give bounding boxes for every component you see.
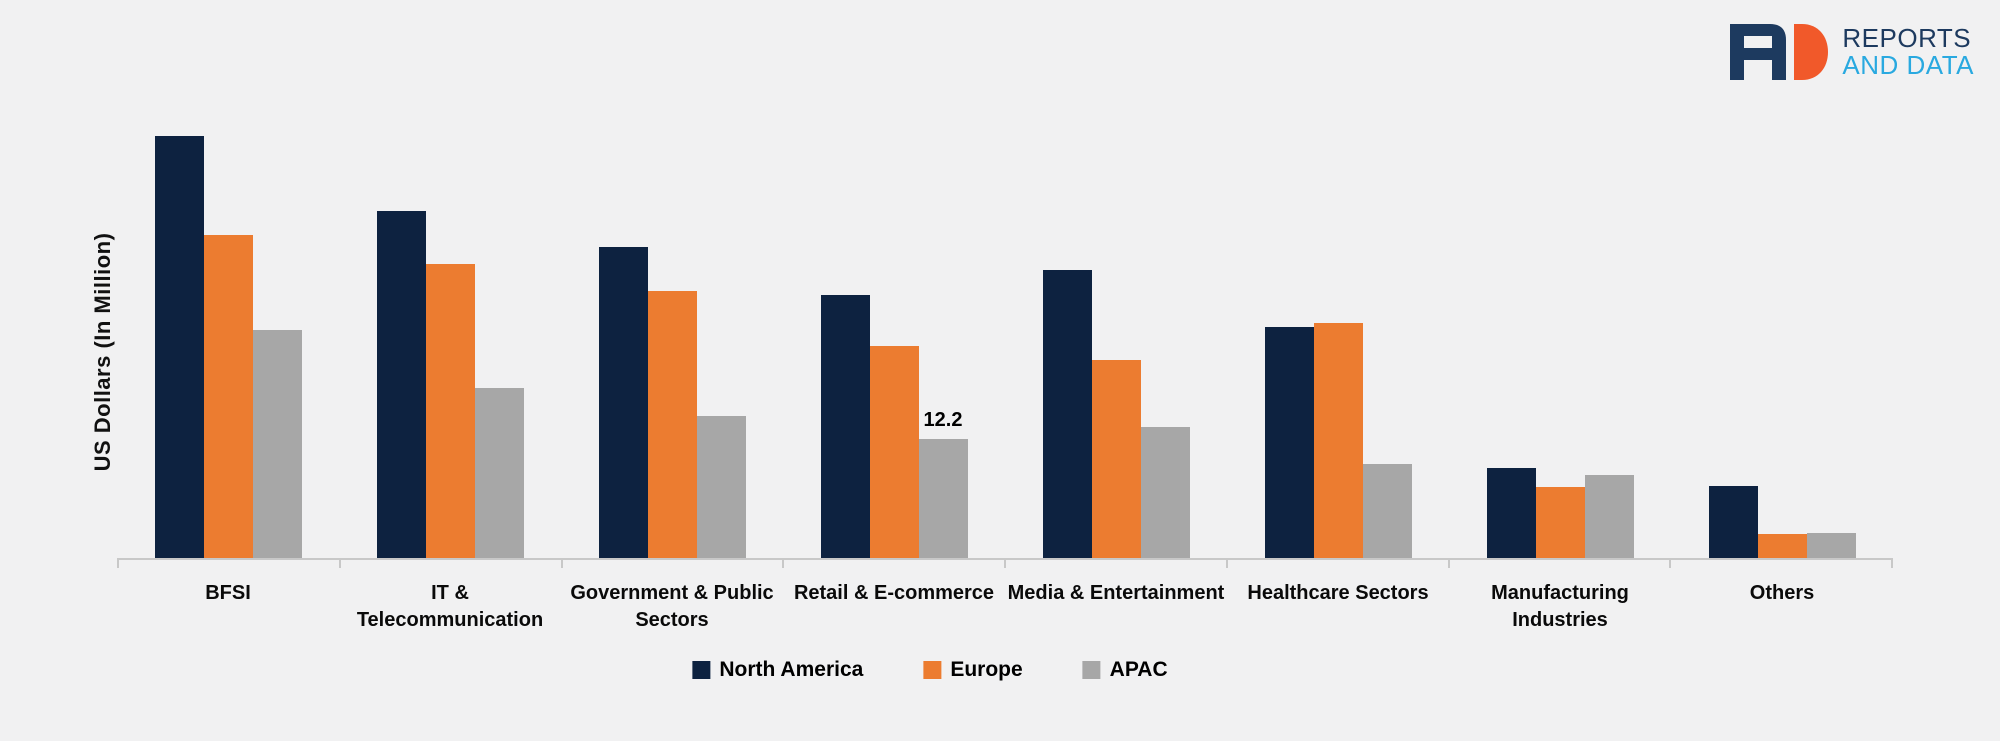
category-label-it-telecommunication: IT & Telecommunication bbox=[356, 582, 544, 631]
bar-europe-manufacturing-industries bbox=[1535, 487, 1585, 558]
x-axis-ticks bbox=[117, 560, 1893, 568]
bar-europe-bfsi bbox=[203, 235, 253, 558]
bar-europe-healthcare-sectors bbox=[1313, 323, 1363, 558]
logo-mark-icon bbox=[1730, 24, 1829, 80]
legend-swatch-europe bbox=[923, 661, 942, 679]
bar-apac-bfsi bbox=[252, 330, 302, 558]
logo-line-reports: REPORTS bbox=[1842, 23, 1972, 53]
bar-group-media-entertainment bbox=[1005, 270, 1227, 558]
bar-europe-others bbox=[1757, 534, 1807, 558]
y-axis-label: US Dollars (In Million) bbox=[90, 232, 115, 472]
category-label-government-public-sectors: Government & Public Sectors bbox=[570, 582, 774, 631]
category-label-retail-e-commerce: Retail & E-commerce bbox=[793, 582, 995, 604]
legend-swatch-north-america bbox=[692, 661, 711, 679]
logo-d-icon bbox=[1794, 24, 1829, 80]
bar-north-america-media-entertainment bbox=[1042, 270, 1092, 558]
category-label-healthcare-sectors: Healthcare Sectors bbox=[1247, 582, 1429, 604]
category-label-others: Others bbox=[1749, 582, 1815, 604]
bar-group-bfsi bbox=[117, 136, 339, 558]
category-label-media-entertainment: Media & Entertainment bbox=[1007, 582, 1225, 604]
legend-item-apac: APAC bbox=[1082, 658, 1168, 682]
bar-apac-media-entertainment bbox=[1140, 427, 1190, 558]
tick-cell bbox=[1225, 560, 1448, 568]
bar-europe-retail-e-commerce bbox=[869, 346, 919, 558]
bar-apac-healthcare-sectors bbox=[1362, 464, 1412, 558]
tick-cell bbox=[338, 560, 561, 568]
bar-north-america-bfsi bbox=[154, 136, 204, 558]
bar-north-america-others bbox=[1708, 486, 1758, 558]
logo-text: REPORTS AND DATA bbox=[1842, 25, 1974, 79]
bar-apac-government-public-sectors bbox=[696, 416, 746, 558]
category-label-bfsi: BFSI bbox=[205, 582, 251, 604]
bar-north-america-it-telecommunication bbox=[376, 211, 426, 558]
legend: North America Europe APAC bbox=[692, 658, 1168, 682]
bar-north-america-healthcare-sectors bbox=[1264, 327, 1314, 558]
tick-cell bbox=[1004, 560, 1226, 568]
plot-area: 12.2 bbox=[117, 118, 1893, 560]
bar-group-it-telecommunication bbox=[339, 211, 561, 558]
category-label-manufacturing-industries: Manufacturing Industries bbox=[1491, 582, 1629, 631]
bar-apac-manufacturing-industries bbox=[1584, 475, 1634, 558]
legend-item-europe: Europe bbox=[923, 658, 1023, 682]
bar-apac-retail-e-commerce: 12.2 bbox=[918, 409, 968, 558]
tick-cell bbox=[560, 560, 783, 568]
bar-chart: 12.2 BFSI IT & Telecommunication Government… bbox=[117, 118, 1893, 634]
logo-line-and-data: AND DATA bbox=[1842, 50, 1974, 80]
bar-europe-it-telecommunication bbox=[425, 264, 475, 558]
tick-cell bbox=[117, 560, 339, 568]
legend-item-north-america: North America bbox=[692, 658, 863, 682]
tick-cell bbox=[1669, 560, 1893, 568]
bar-group-government-public-sectors bbox=[561, 247, 783, 558]
bar-group-retail-e-commerce: 12.2 bbox=[783, 295, 1005, 558]
data-label-apac-retail-e-commerce: 12.2 bbox=[923, 409, 963, 431]
bar-group-manufacturing-industries bbox=[1449, 468, 1671, 558]
legend-label-apac: APAC bbox=[1109, 658, 1168, 681]
bar-north-america-retail-e-commerce bbox=[820, 295, 870, 558]
logo-r-icon bbox=[1730, 24, 1787, 80]
bar-europe-media-entertainment bbox=[1091, 360, 1141, 558]
bar-europe-government-public-sectors bbox=[647, 291, 697, 558]
tick-cell bbox=[1447, 560, 1670, 568]
bar-north-america-manufacturing-industries bbox=[1486, 468, 1536, 558]
tick-cell bbox=[782, 560, 1004, 568]
category-labels: BFSI IT & Telecommunication Government & Pu… bbox=[117, 580, 1893, 634]
legend-swatch-apac bbox=[1082, 661, 1101, 679]
bar-apac-it-telecommunication bbox=[474, 388, 524, 558]
bar-apac-others bbox=[1806, 533, 1856, 558]
reports-and-data-logo: REPORTS AND DATA bbox=[1730, 22, 1974, 82]
bar-north-america-government-public-sectors bbox=[598, 247, 648, 558]
bar-group-others bbox=[1671, 486, 1893, 558]
bar-group-healthcare-sectors bbox=[1227, 323, 1449, 558]
legend-label-north-america: North America bbox=[719, 658, 864, 681]
legend-label-europe: Europe bbox=[950, 658, 1023, 681]
